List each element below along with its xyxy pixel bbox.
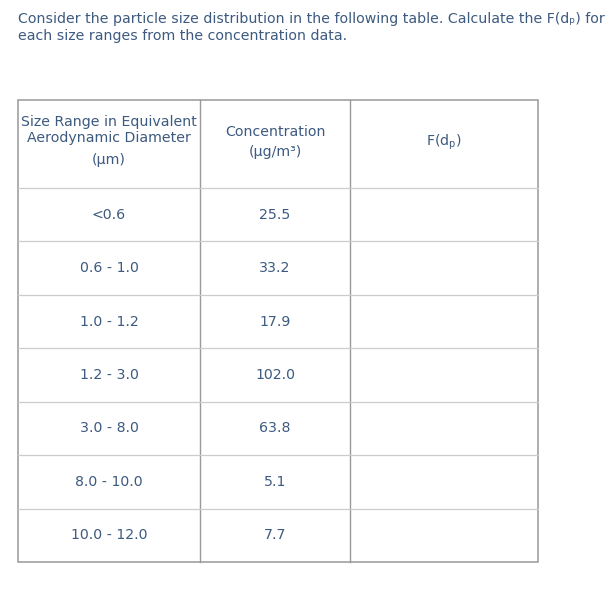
Text: Size Range in Equivalent: Size Range in Equivalent [21, 115, 197, 129]
Text: <0.6: <0.6 [92, 208, 126, 222]
Text: Concentration: Concentration [224, 125, 325, 139]
Text: 63.8: 63.8 [260, 421, 290, 436]
Text: 0.6 - 1.0: 0.6 - 1.0 [80, 261, 139, 275]
Text: 1.2 - 3.0: 1.2 - 3.0 [80, 368, 139, 382]
Text: 102.0: 102.0 [255, 368, 295, 382]
Text: 10.0 - 12.0: 10.0 - 12.0 [71, 528, 147, 542]
Text: 8.0 - 10.0: 8.0 - 10.0 [75, 475, 143, 489]
Text: (μg/m³): (μg/m³) [249, 145, 302, 159]
Text: (μm): (μm) [92, 153, 126, 167]
Text: 17.9: 17.9 [260, 314, 290, 329]
Bar [18, 100, 538, 562]
Text: 25.5: 25.5 [260, 208, 290, 222]
Text: F(d$_\mathregular{p}$): F(d$_\mathregular{p}$) [426, 133, 462, 152]
Text: Consider the particle size distribution in the following table. Calculate the F(: Consider the particle size distribution … [18, 12, 605, 26]
Text: 1.0 - 1.2: 1.0 - 1.2 [80, 314, 139, 329]
Text: 5.1: 5.1 [264, 475, 286, 489]
Text: Aerodynamic Diameter: Aerodynamic Diameter [27, 131, 191, 145]
Text: 33.2: 33.2 [260, 261, 290, 275]
Text: each size ranges from the concentration data.: each size ranges from the concentration … [18, 29, 347, 43]
Text: 7.7: 7.7 [264, 528, 286, 542]
Text: 3.0 - 8.0: 3.0 - 8.0 [80, 421, 139, 436]
